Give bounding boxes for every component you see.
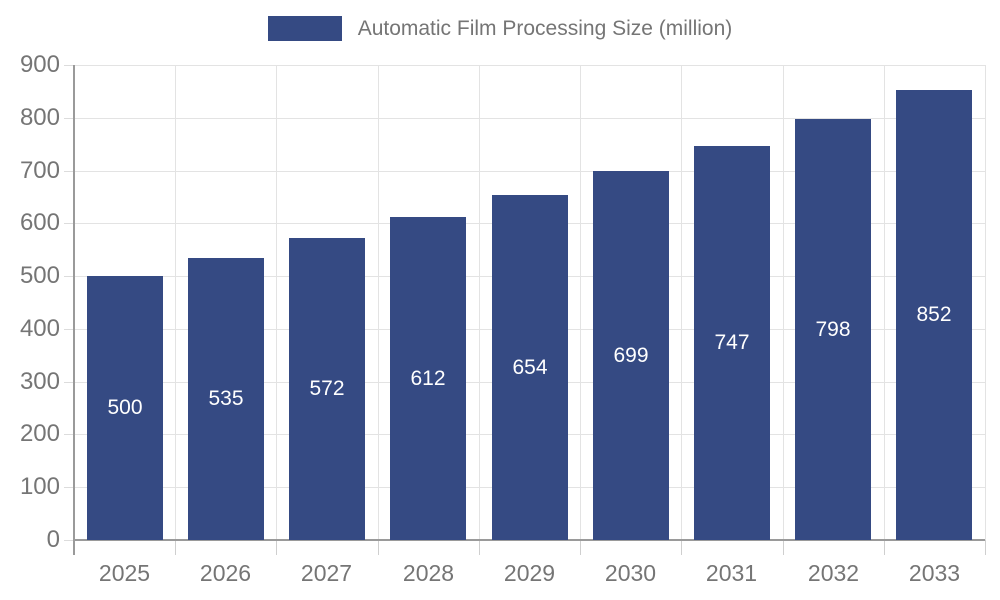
xtick-mark-5 — [580, 540, 581, 555]
gridline-v-1 — [175, 65, 176, 540]
ytick-mark-100 — [64, 487, 74, 488]
ytick-label-300: 300 — [19, 368, 60, 395]
gridline-v-3 — [378, 65, 379, 540]
gridline-h-900 — [74, 65, 985, 66]
bar-2027: 572 — [289, 238, 365, 540]
legend[interactable]: Automatic Film Processing Size (million) — [0, 16, 1000, 41]
xtick-mark-9 — [985, 540, 986, 555]
xtick-mark-2 — [276, 540, 277, 555]
bar-2029: 654 — [492, 195, 568, 540]
xtick-mark-7 — [783, 540, 784, 555]
ytick-label-800: 800 — [19, 104, 60, 131]
gridline-v-5 — [580, 65, 581, 540]
bar-2026: 535 — [188, 258, 264, 540]
x-axis-line — [73, 539, 985, 541]
xtick-label-2028: 2028 — [402, 560, 455, 586]
ytick-mark-300 — [64, 382, 74, 383]
xtick-label-2031: 2031 — [705, 560, 758, 586]
ytick-mark-500 — [64, 276, 74, 277]
ytick-label-900: 900 — [19, 51, 60, 78]
bar-value-2031: 747 — [714, 331, 750, 354]
bar-2033: 852 — [896, 90, 972, 540]
bar-2031: 747 — [694, 146, 770, 540]
xtick-label-2025: 2025 — [98, 560, 151, 586]
bar-2030: 699 — [593, 171, 669, 540]
y-axis-line — [73, 65, 75, 555]
bar-value-2033: 852 — [916, 303, 952, 326]
ytick-mark-400 — [64, 329, 74, 330]
legend-label: Automatic Film Processing Size (million) — [357, 16, 733, 40]
ytick-label-700: 700 — [19, 157, 60, 184]
ytick-mark-600 — [64, 223, 74, 224]
xtick-label-2033: 2033 — [908, 560, 961, 586]
bar-value-2032: 798 — [815, 317, 851, 341]
xtick-label-2030: 2030 — [604, 560, 657, 586]
ytick-label-200: 200 — [19, 420, 60, 447]
legend-swatch — [267, 16, 342, 41]
bar-value-2029: 654 — [512, 355, 548, 379]
xtick-mark-8 — [884, 540, 885, 555]
gridline-h-700 — [74, 171, 985, 172]
gridline-h-800 — [74, 118, 985, 119]
ytick-mark-0 — [64, 540, 74, 541]
xtick-label-2026: 2026 — [199, 560, 252, 586]
ytick-mark-900 — [64, 65, 74, 66]
ytick-label-600: 600 — [19, 209, 60, 236]
ytick-label-500: 500 — [19, 262, 60, 289]
xtick-label-2027: 2027 — [300, 560, 353, 586]
bar-2025: 500 — [87, 276, 163, 540]
bar-2028: 612 — [390, 217, 466, 540]
bar-value-2030: 699 — [613, 343, 649, 367]
gridline-v-6 — [681, 65, 682, 540]
bar-value-2027: 572 — [309, 377, 345, 400]
bar-value-2028: 612 — [410, 366, 446, 390]
ytick-label-100: 100 — [19, 473, 60, 500]
xtick-label-2032: 2032 — [807, 560, 860, 586]
bar-2032: 798 — [795, 119, 871, 540]
xtick-mark-3 — [378, 540, 379, 555]
gridline-v-4 — [479, 65, 480, 540]
xtick-label-2029: 2029 — [503, 560, 556, 586]
gridline-v-9 — [985, 65, 986, 540]
ytick-mark-800 — [64, 118, 74, 119]
ytick-mark-200 — [64, 434, 74, 435]
xtick-mark-4 — [479, 540, 480, 555]
ytick-label-0: 0 — [46, 526, 60, 553]
gridline-v-2 — [276, 65, 277, 540]
bar-value-2026: 535 — [208, 387, 244, 410]
gridline-v-7 — [783, 65, 784, 540]
ytick-label-400: 400 — [19, 315, 60, 342]
xtick-mark-1 — [175, 540, 176, 555]
ytick-mark-700 — [64, 171, 74, 172]
gridline-v-8 — [884, 65, 885, 540]
bar-value-2025: 500 — [107, 396, 143, 419]
xtick-mark-6 — [681, 540, 682, 555]
